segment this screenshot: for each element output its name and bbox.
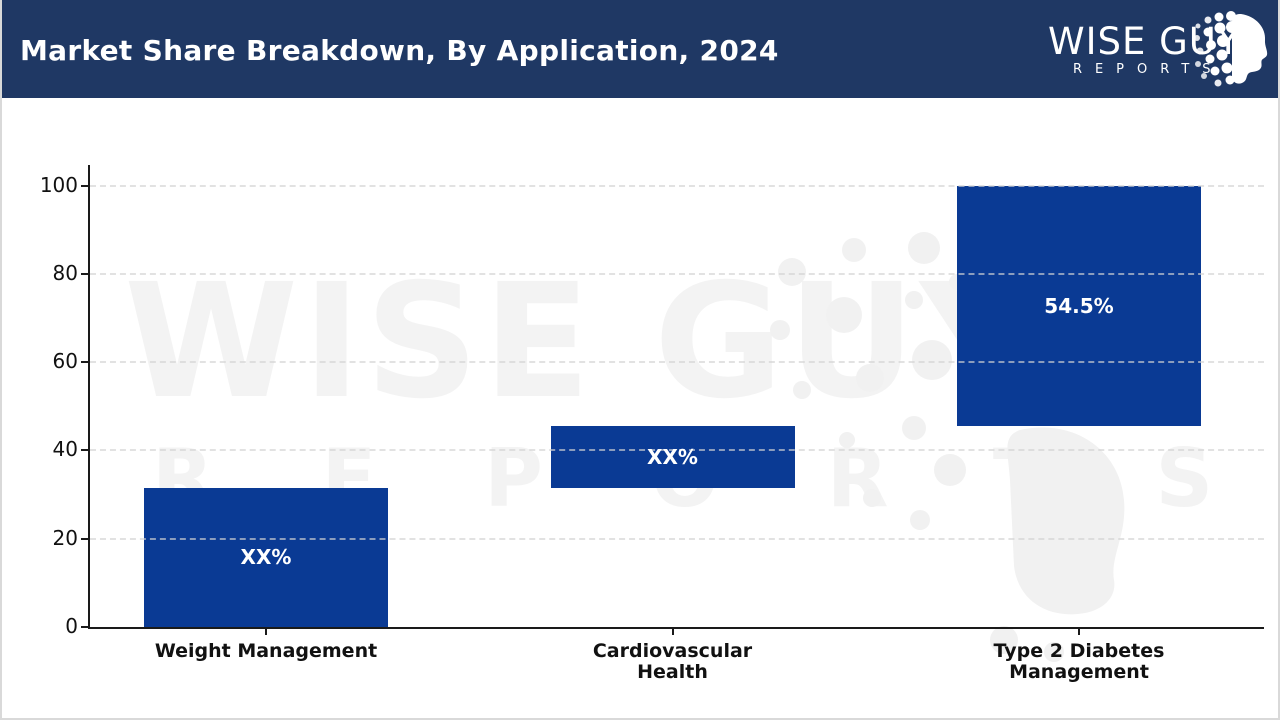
watermark-wordmark: WISE GUY: [124, 250, 1039, 434]
gridline: [90, 361, 1264, 364]
y-tick-label: 60: [52, 349, 78, 374]
x-category-label: Weight Management: [154, 640, 378, 662]
x-category-label: Cardiovascular Health: [592, 640, 753, 683]
bar-segment: [957, 185, 1201, 427]
wise-guy-logo: WISE GUY REPORTS: [1020, 8, 1270, 90]
y-tick: [81, 449, 88, 452]
header-band: Market Share Breakdown, By Application, …: [2, 0, 1278, 98]
y-tick: [81, 272, 88, 275]
gridline: [90, 449, 1264, 452]
y-tick-label: 80: [52, 260, 78, 285]
y-tick: [81, 184, 88, 187]
plot-area: XX% XX% 54.5% 0 20 40 60 80 100 Weight Management…: [2, 98, 1278, 718]
bar-value-label: XX%: [647, 445, 698, 470]
bar-value-label: XX%: [240, 545, 292, 570]
x-tick: [671, 628, 674, 635]
x-axis-line: [88, 627, 1264, 629]
gridline: [90, 184, 1264, 187]
logo-subtitle: REPORTS: [1072, 62, 1224, 77]
gridline: [90, 272, 1264, 275]
x-category-label: Type 2 Diabetes Management: [993, 640, 1165, 683]
x-tick: [1078, 628, 1080, 635]
y-tick: [81, 626, 88, 628]
y-tick: [81, 537, 88, 540]
y-tick: [81, 361, 88, 364]
y-tick-label: 40: [52, 437, 78, 462]
gridline: [90, 537, 1264, 540]
logo-face-icon: [1194, 11, 1268, 87]
x-tick: [265, 628, 267, 635]
y-tick-label: 0: [65, 614, 78, 638]
y-tick-label: 20: [52, 525, 78, 550]
bar-value-label: 54.5%: [1044, 293, 1114, 318]
y-axis-line: [88, 165, 90, 629]
chart-title: Market Share Breakdown, By Application, …: [20, 34, 779, 67]
y-tick-label: 100: [39, 172, 78, 197]
bar-segment: [144, 487, 388, 627]
bar-segment: [550, 426, 795, 488]
